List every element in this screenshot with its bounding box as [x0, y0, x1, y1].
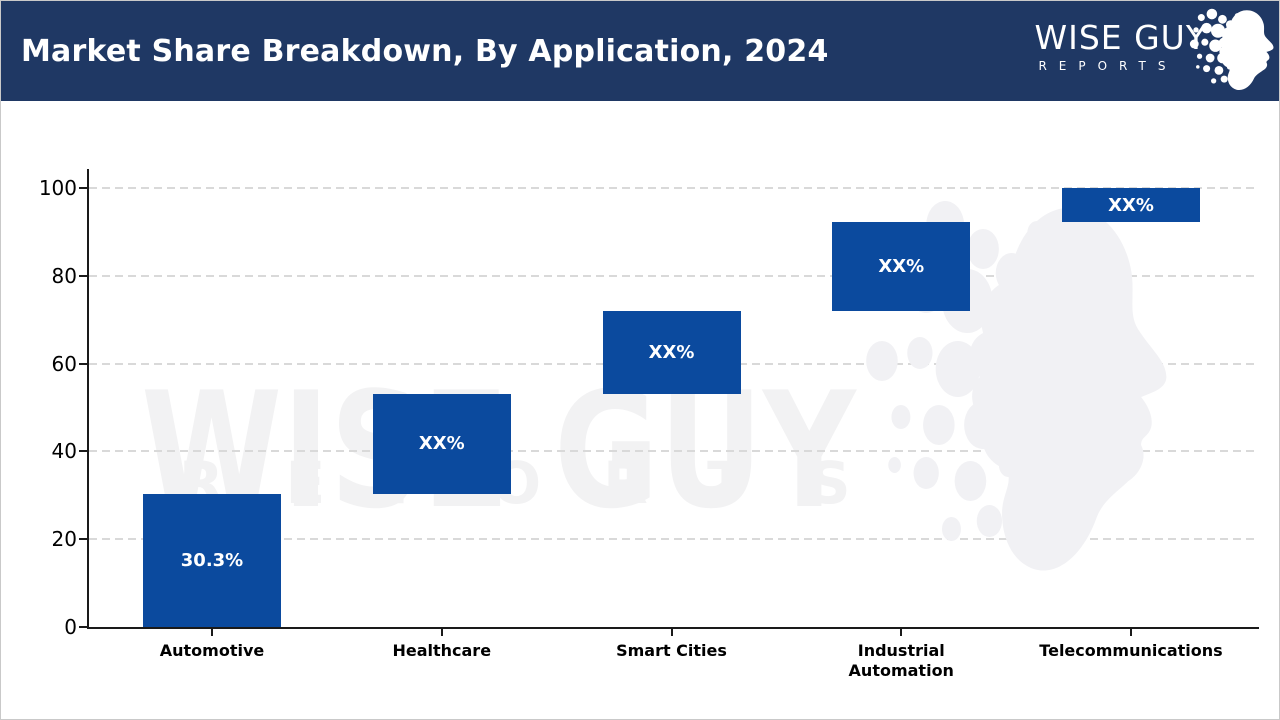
- y-tick-80: [79, 274, 87, 277]
- bar-value-label: XX%: [878, 256, 925, 278]
- brand-name: WISE GUY: [1034, 18, 1207, 57]
- dotted-face-icon: [1189, 8, 1274, 91]
- bar-healthcare: XX%: [372, 393, 511, 494]
- brand-logo-text: WISE GUY REPORTS: [1034, 18, 1207, 74]
- chart-title: Market Share Breakdown, By Application, …: [21, 33, 829, 69]
- waterfall-chart: WISE GUY REPORTS 0 20 40 60 80 100 30.3% Automo…: [1, 101, 1279, 719]
- y-tick-label-40: 40: [51, 439, 77, 464]
- bar-value-label: 30.3%: [180, 549, 244, 571]
- x-tick-automotive: [211, 629, 213, 636]
- x-tick-healthcare: [440, 629, 443, 636]
- y-tick-0: [79, 626, 87, 628]
- header-banner: Market Share Breakdown, By Application, …: [1, 1, 1279, 101]
- y-tick-40: [79, 450, 87, 453]
- y-tick-label-20: 20: [51, 527, 77, 552]
- x-tick-smart-cities: [670, 629, 673, 636]
- x-tick-industrial-automation: [900, 629, 903, 636]
- x-tick-telecommunications: [1130, 629, 1132, 636]
- y-tick-label-60: 60: [51, 351, 77, 376]
- bar-value-label: XX%: [648, 341, 695, 363]
- y-tick-label-0: 0: [64, 615, 77, 639]
- gridline-80: [89, 274, 1259, 277]
- gridline-100: [89, 187, 1259, 189]
- category-label-industrial-automation: Industrial Automation: [848, 641, 954, 680]
- brand-subtitle: REPORTS: [1038, 59, 1178, 73]
- y-tick-20: [79, 538, 87, 541]
- bar-value-label: XX%: [1108, 194, 1154, 216]
- bar-value-label: XX%: [418, 433, 465, 455]
- watermark-subtitle-text: REPORTS: [179, 449, 913, 517]
- y-tick-100: [79, 187, 87, 189]
- category-label-smart-cities: Smart Cities: [616, 641, 727, 660]
- y-tick-label-80: 80: [51, 263, 77, 288]
- x-axis-line: [87, 627, 1259, 629]
- category-label-automotive: Automotive: [159, 641, 265, 660]
- bar-industrial-automation: XX%: [832, 222, 971, 311]
- y-tick-60: [79, 362, 87, 365]
- bar-smart-cities: XX%: [602, 310, 741, 394]
- gridline-20: [89, 538, 1259, 541]
- y-tick-label-100: 100: [38, 176, 77, 200]
- bar-automotive: 30.3%: [143, 493, 281, 627]
- category-label-telecommunications: Telecommunications: [1039, 641, 1223, 660]
- brand-logo: WISE GUY REPORTS: [1033, 5, 1274, 97]
- gridline-40: [89, 450, 1259, 453]
- bar-telecommunications: XX%: [1062, 188, 1200, 223]
- y-axis-line: [87, 169, 89, 629]
- category-label-healthcare: Healthcare: [392, 641, 492, 660]
